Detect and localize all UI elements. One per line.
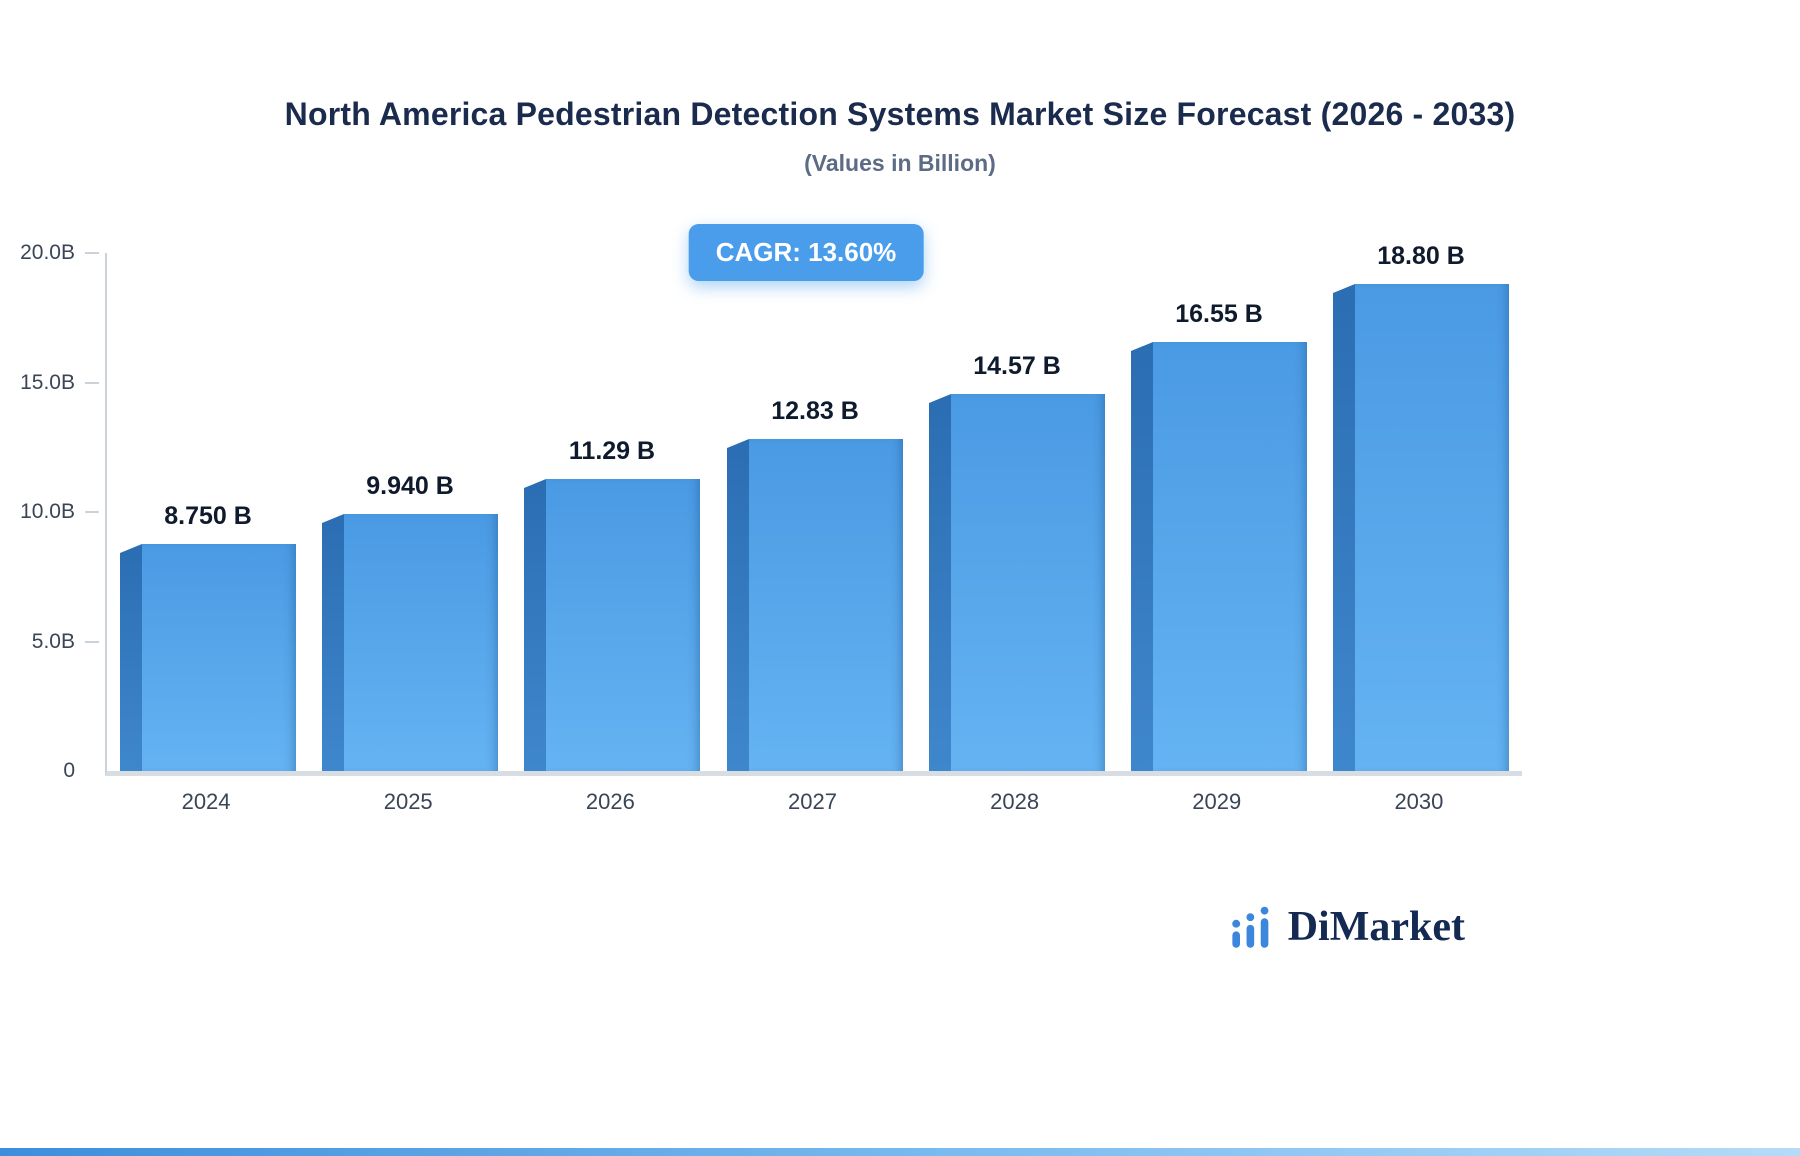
bar-front-face: [344, 514, 498, 771]
brand-logo: DiMarket: [1228, 903, 1465, 951]
brand-text: DiMarket: [1287, 904, 1465, 950]
bar-2026: 11.29 B: [524, 437, 700, 771]
bar-front-face: [546, 479, 700, 771]
bar-side-face: [727, 439, 749, 771]
bottom-accent-strip: [0, 1148, 1800, 1156]
bar-2025: 9.940 B: [322, 472, 498, 771]
bar-front-face: [1355, 284, 1509, 771]
bar-side-face: [524, 479, 546, 771]
bar-value-label: 12.83 B: [771, 397, 859, 425]
chart-title: North America Pedestrian Detection Syste…: [284, 96, 1516, 132]
bar-value-label: 14.57 B: [973, 352, 1061, 380]
y-tick-mark: [85, 252, 99, 254]
bar-2029: 16.55 B: [1131, 300, 1307, 771]
bar-2030: 18.80 B: [1333, 242, 1509, 771]
bar-2024: 8.750 B: [120, 502, 296, 771]
x-tick-label: 2026: [585, 789, 635, 814]
bar-value-label: 9.940 B: [366, 472, 454, 500]
bar-side-face: [929, 394, 951, 771]
bar-side-face: [322, 514, 344, 771]
y-tick-label: 15.0B: [20, 370, 75, 394]
y-tick-label: 10.0B: [20, 500, 75, 523]
bar-front-face: [749, 439, 903, 771]
y-tick-mark: [85, 640, 99, 643]
y-tick-label: 0: [63, 759, 75, 782]
x-tick-label: 2024: [181, 789, 231, 814]
bar-front-face: [951, 394, 1105, 771]
bar-side-face: [120, 544, 142, 771]
x-tick-label: 2025: [383, 789, 433, 814]
bar-value-label: 11.29 B: [568, 437, 656, 465]
y-tick-label: 20.0B: [20, 241, 75, 264]
bar-front-face: [1153, 342, 1307, 771]
x-tick-label: 2028: [990, 789, 1040, 814]
bar-2028: 14.57 B: [929, 352, 1105, 771]
y-tick-label: 5.0B: [31, 629, 75, 653]
plot-area: 8.750 B 9.940 B 11.29 B 12.83 B 14.57 B 16.55…: [105, 242, 1522, 776]
bar-front-face: [142, 544, 296, 771]
x-axis: 2024 2025 2026 2027 2028 2029 2030: [105, 789, 1520, 829]
bar-side-face: [1333, 284, 1355, 771]
y-axis: 0 5.0B 10.0B 15.0B 20.0B: [0, 241, 105, 782]
brand-bar-chart-icon: [1231, 906, 1269, 948]
bar-value-label: 8.750 B: [164, 502, 252, 530]
x-tick-label: 2029: [1192, 789, 1242, 814]
y-tick-mark: [85, 511, 99, 513]
bar-2027: 12.83 B: [727, 397, 903, 771]
bar-value-label: 16.55 B: [1175, 300, 1263, 328]
bar-value-label: 18.80 B: [1377, 242, 1465, 270]
chart-subtitle: (Values in Billion): [804, 150, 996, 176]
x-tick-label: 2030: [1394, 789, 1444, 814]
cagr-badge: CAGR: 13.60%: [688, 224, 924, 281]
bar-side-face: [1131, 342, 1153, 771]
y-tick-mark: [85, 381, 99, 384]
x-tick-label: 2027: [788, 789, 837, 814]
